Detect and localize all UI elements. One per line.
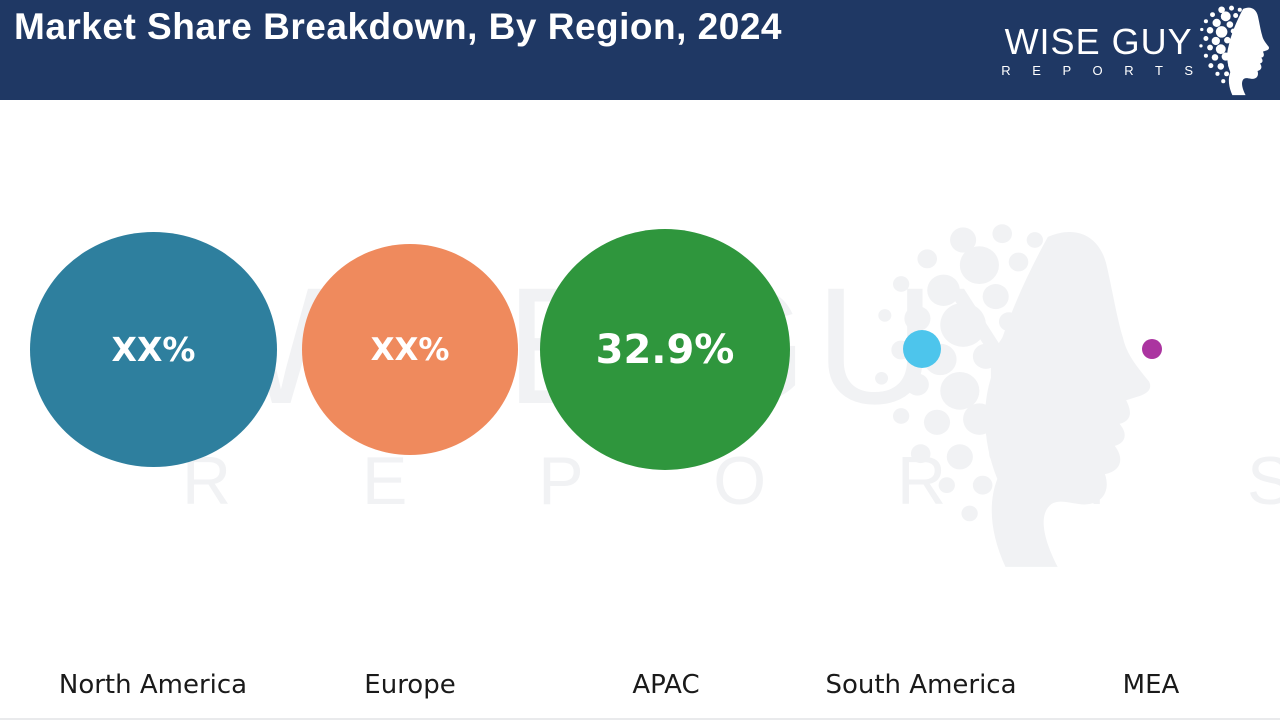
bubble-europe: XX%: [302, 244, 518, 455]
category-label-south-america: South America: [825, 670, 1017, 700]
bubble-north-america: XX%: [30, 232, 277, 467]
category-label-mea: MEA: [1122, 670, 1180, 700]
header-bar: Market Share Breakdown, By Region, 2024 …: [0, 0, 1280, 100]
category-label-apac: APAC: [632, 670, 700, 700]
bottom-divider: [0, 718, 1280, 720]
bubble-mea: [1142, 339, 1162, 359]
bubble-value-label: XX%: [370, 331, 450, 368]
logo-head-icon: [1196, 4, 1272, 96]
logo-wordmark-line1: WISE GUY: [1004, 21, 1193, 62]
page-title: Market Share Breakdown, By Region, 2024: [14, 6, 782, 47]
watermark-head-icon: [862, 218, 1162, 570]
wiseguy-logo: WISE GUY R E P O R T S: [1001, 0, 1274, 100]
watermark-wordmark-line2: R E P O R T S: [182, 443, 1280, 519]
logo-wordmark-line2: R E P O R T S: [1001, 63, 1202, 78]
logo-wordmark: WISE GUY R E P O R T S: [995, 21, 1202, 79]
bubble-apac: 32.9%: [540, 229, 790, 470]
chart-area: WISE GUY R E P O R T S XX% XX% 32.9% Nor…: [0, 100, 1280, 720]
bubble-south-america: [903, 330, 941, 368]
bubble-value-label: XX%: [111, 330, 196, 369]
category-label-north-america: North America: [58, 670, 248, 700]
category-label-europe: Europe: [364, 670, 456, 700]
bubble-value-label: 32.9%: [595, 326, 735, 373]
